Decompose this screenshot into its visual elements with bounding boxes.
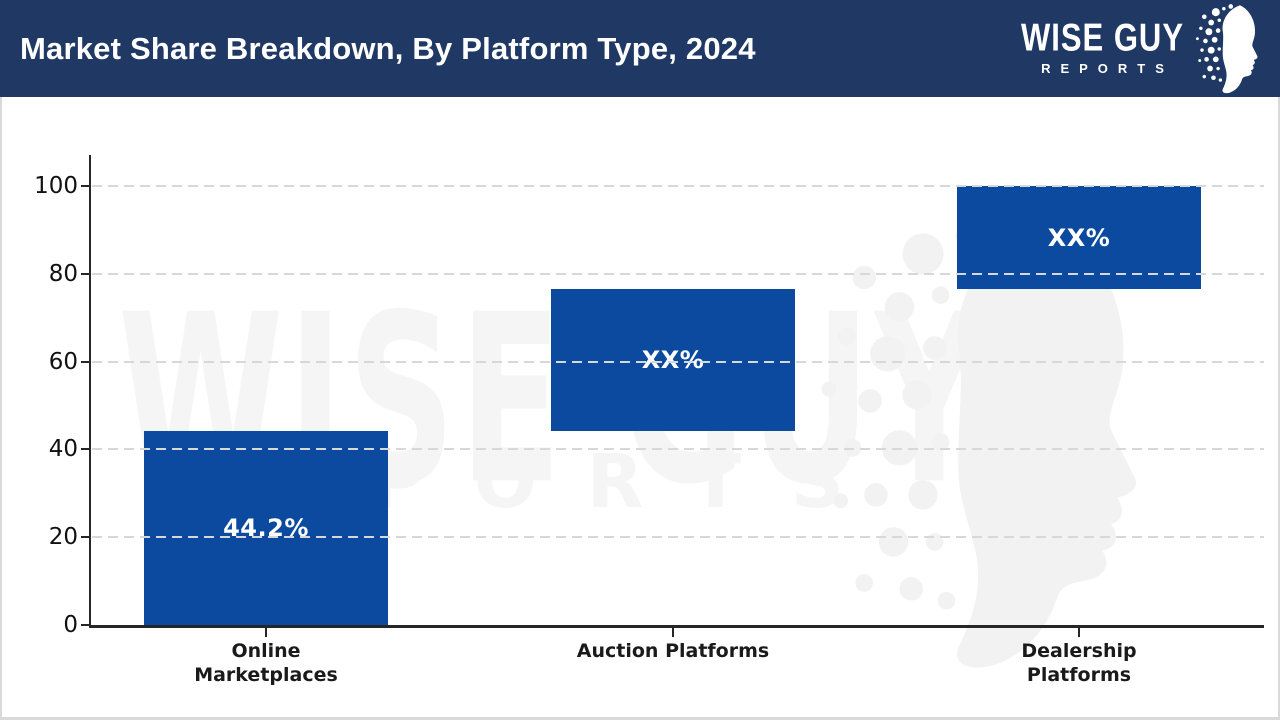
y-tick-label-0: 0 [63,612,78,638]
gridline-40 [92,448,1264,451]
y-tick-mark-100 [81,185,90,187]
x-category-label-1: Online Marketplaces [194,640,338,686]
x-tick-mark-1 [265,628,267,637]
logo-text: WISE GUY REPORTS [1021,18,1184,76]
chart-bar-2: XX% [551,289,795,431]
y-tick-mark-60 [81,360,90,363]
logo-subtitle: REPORTS [1041,61,1174,76]
y-tick-label-100: 100 [34,173,78,199]
gridline-60 [92,360,1264,363]
y-tick-mark-80 [81,272,90,275]
y-tick-label-40: 40 [48,436,78,463]
y-tick-mark-20 [81,536,90,539]
y-tick-label-80: 80 [48,260,78,287]
dotted-face-icon [1195,3,1258,93]
chart-canvas: WISE GUY REPORTS 0 20 40 60 80 100 44.2% Online… [0,97,1280,720]
y-axis-line [89,155,91,628]
logo-wordmark: WISE GUY [1020,15,1184,60]
header: Market Share Breakdown, By Platform Type… [0,0,1280,97]
gridline-20 [92,536,1264,539]
y-tick-label-20: 20 [48,524,78,551]
gridline-100 [92,185,1264,187]
bar-value-label: XX% [1047,223,1111,252]
wiseguy-logo: WISE GUY REPORTS [1021,3,1264,95]
x-tick-mark-2 [672,628,674,637]
x-tick-mark-3 [1078,628,1080,637]
page-title: Market Share Breakdown, By Platform Type… [20,30,756,66]
x-axis-line [89,625,1264,628]
gridline-80 [92,272,1264,275]
y-tick-mark-40 [81,448,90,451]
chart-bar-1: 44.2% [144,430,388,625]
y-tick-label-60: 60 [48,348,78,375]
y-tick-mark-0 [81,624,90,626]
x-category-label-3: Dealership Platforms [1021,640,1137,686]
x-category-label-2: Auction Platforms [576,640,770,662]
bar-value-label: XX% [641,346,705,375]
